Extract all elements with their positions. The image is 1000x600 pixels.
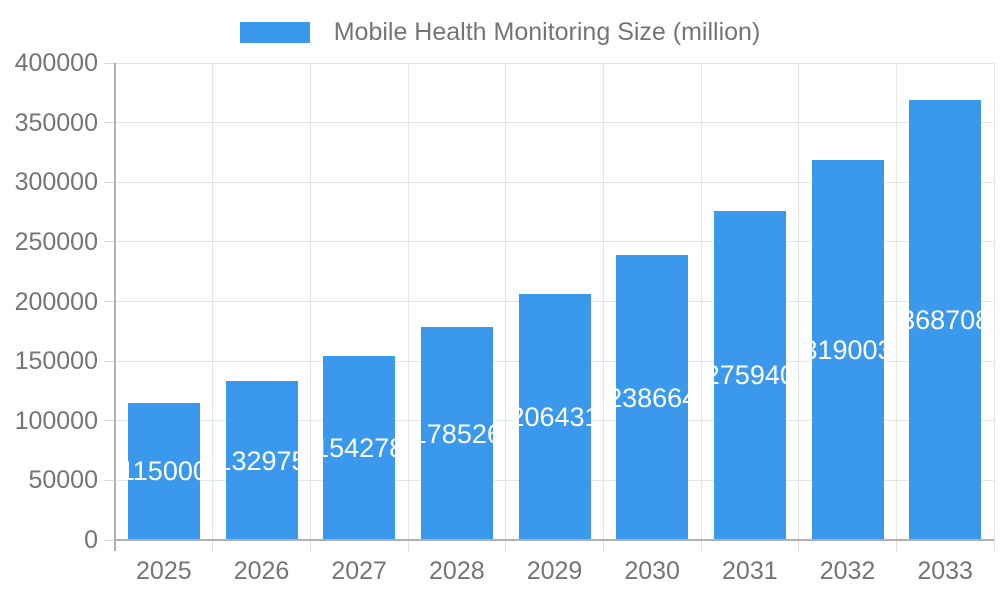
bar-value-label: 275940 (704, 360, 795, 391)
x-gridline (505, 63, 507, 540)
bar-value-label: 206431 (509, 401, 600, 432)
legend-swatch (239, 21, 310, 43)
y-gridline (115, 241, 994, 243)
x-tick-mark (212, 540, 214, 551)
x-axis-line (114, 539, 994, 541)
x-gridline (993, 63, 995, 540)
bar-value-label: 368708 (900, 305, 991, 336)
bar-value-label: 132975 (216, 445, 307, 476)
x-axis-label: 2025 (136, 557, 192, 585)
x-gridline (212, 63, 214, 540)
x-gridline (895, 63, 897, 540)
bar-2029[interactable] (518, 293, 591, 539)
y-tick-mark (104, 301, 115, 302)
y-axis-label: 50000 (28, 466, 98, 495)
x-tick-mark (993, 540, 995, 551)
y-axis-label: 250000 (14, 227, 98, 256)
bar-value-label: 178526 (411, 418, 502, 449)
legend-label: Mobile Health Monitoring Size (million) (333, 18, 761, 46)
x-gridline (602, 63, 604, 540)
x-axis-label: 2029 (526, 557, 583, 585)
bar-value-label: 154278 (314, 433, 405, 463)
x-gridline (407, 63, 409, 540)
x-axis-label: 2032 (819, 557, 876, 585)
y-tick-mark (104, 122, 115, 124)
y-axis-label: 100000 (14, 406, 98, 435)
y-axis-label: 0 (84, 526, 98, 554)
bar-value-label: 238664 (607, 382, 698, 413)
y-gridline (115, 62, 994, 64)
bar-2033[interactable] (909, 100, 982, 539)
y-tick-mark (104, 539, 115, 541)
x-gridline (700, 63, 702, 540)
chart-legend[interactable]: Mobile Health Monitoring Size (million) (0, 12, 1000, 52)
bar-2026[interactable] (225, 381, 298, 539)
bar-value-label: 115000 (119, 456, 208, 487)
x-tick-mark (700, 540, 702, 551)
bar-2032[interactable] (811, 159, 884, 539)
bar-2027[interactable] (323, 356, 396, 539)
x-gridline (798, 63, 800, 540)
y-tick-mark (104, 62, 115, 64)
x-axis-label: 2030 (624, 557, 680, 585)
y-axis-label: 150000 (14, 347, 98, 376)
x-gridline (309, 63, 311, 540)
y-axis-label: 200000 (14, 287, 98, 316)
y-tick-mark (104, 181, 115, 183)
x-axis-label: 2028 (429, 557, 485, 585)
bar-2030[interactable] (616, 255, 689, 539)
y-gridline (115, 181, 994, 183)
y-tick-mark (104, 479, 115, 481)
y-tick-mark (104, 360, 115, 362)
y-axis-line (114, 63, 116, 551)
y-tick-mark (104, 241, 115, 243)
x-axis-label: 2026 (233, 557, 290, 585)
y-gridline (115, 122, 994, 124)
x-tick-mark (602, 540, 604, 551)
bar-value-label: 319003 (802, 334, 893, 365)
bar-2025[interactable] (127, 402, 200, 539)
x-tick-mark (407, 540, 409, 551)
y-tick-mark (104, 420, 115, 422)
y-axis-label: 400000 (14, 49, 98, 77)
bar-2028[interactable] (420, 327, 493, 539)
x-axis-label: 2031 (722, 557, 778, 585)
x-tick-mark (309, 540, 311, 551)
x-axis-label: 2027 (331, 557, 387, 585)
x-tick-mark (895, 540, 897, 551)
x-tick-mark (505, 540, 507, 551)
x-tick-mark (798, 540, 800, 551)
bar-2031[interactable] (713, 210, 786, 539)
x-axis-label: 2033 (917, 557, 973, 585)
y-axis-label: 300000 (14, 168, 98, 197)
y-axis-label: 350000 (14, 108, 98, 137)
